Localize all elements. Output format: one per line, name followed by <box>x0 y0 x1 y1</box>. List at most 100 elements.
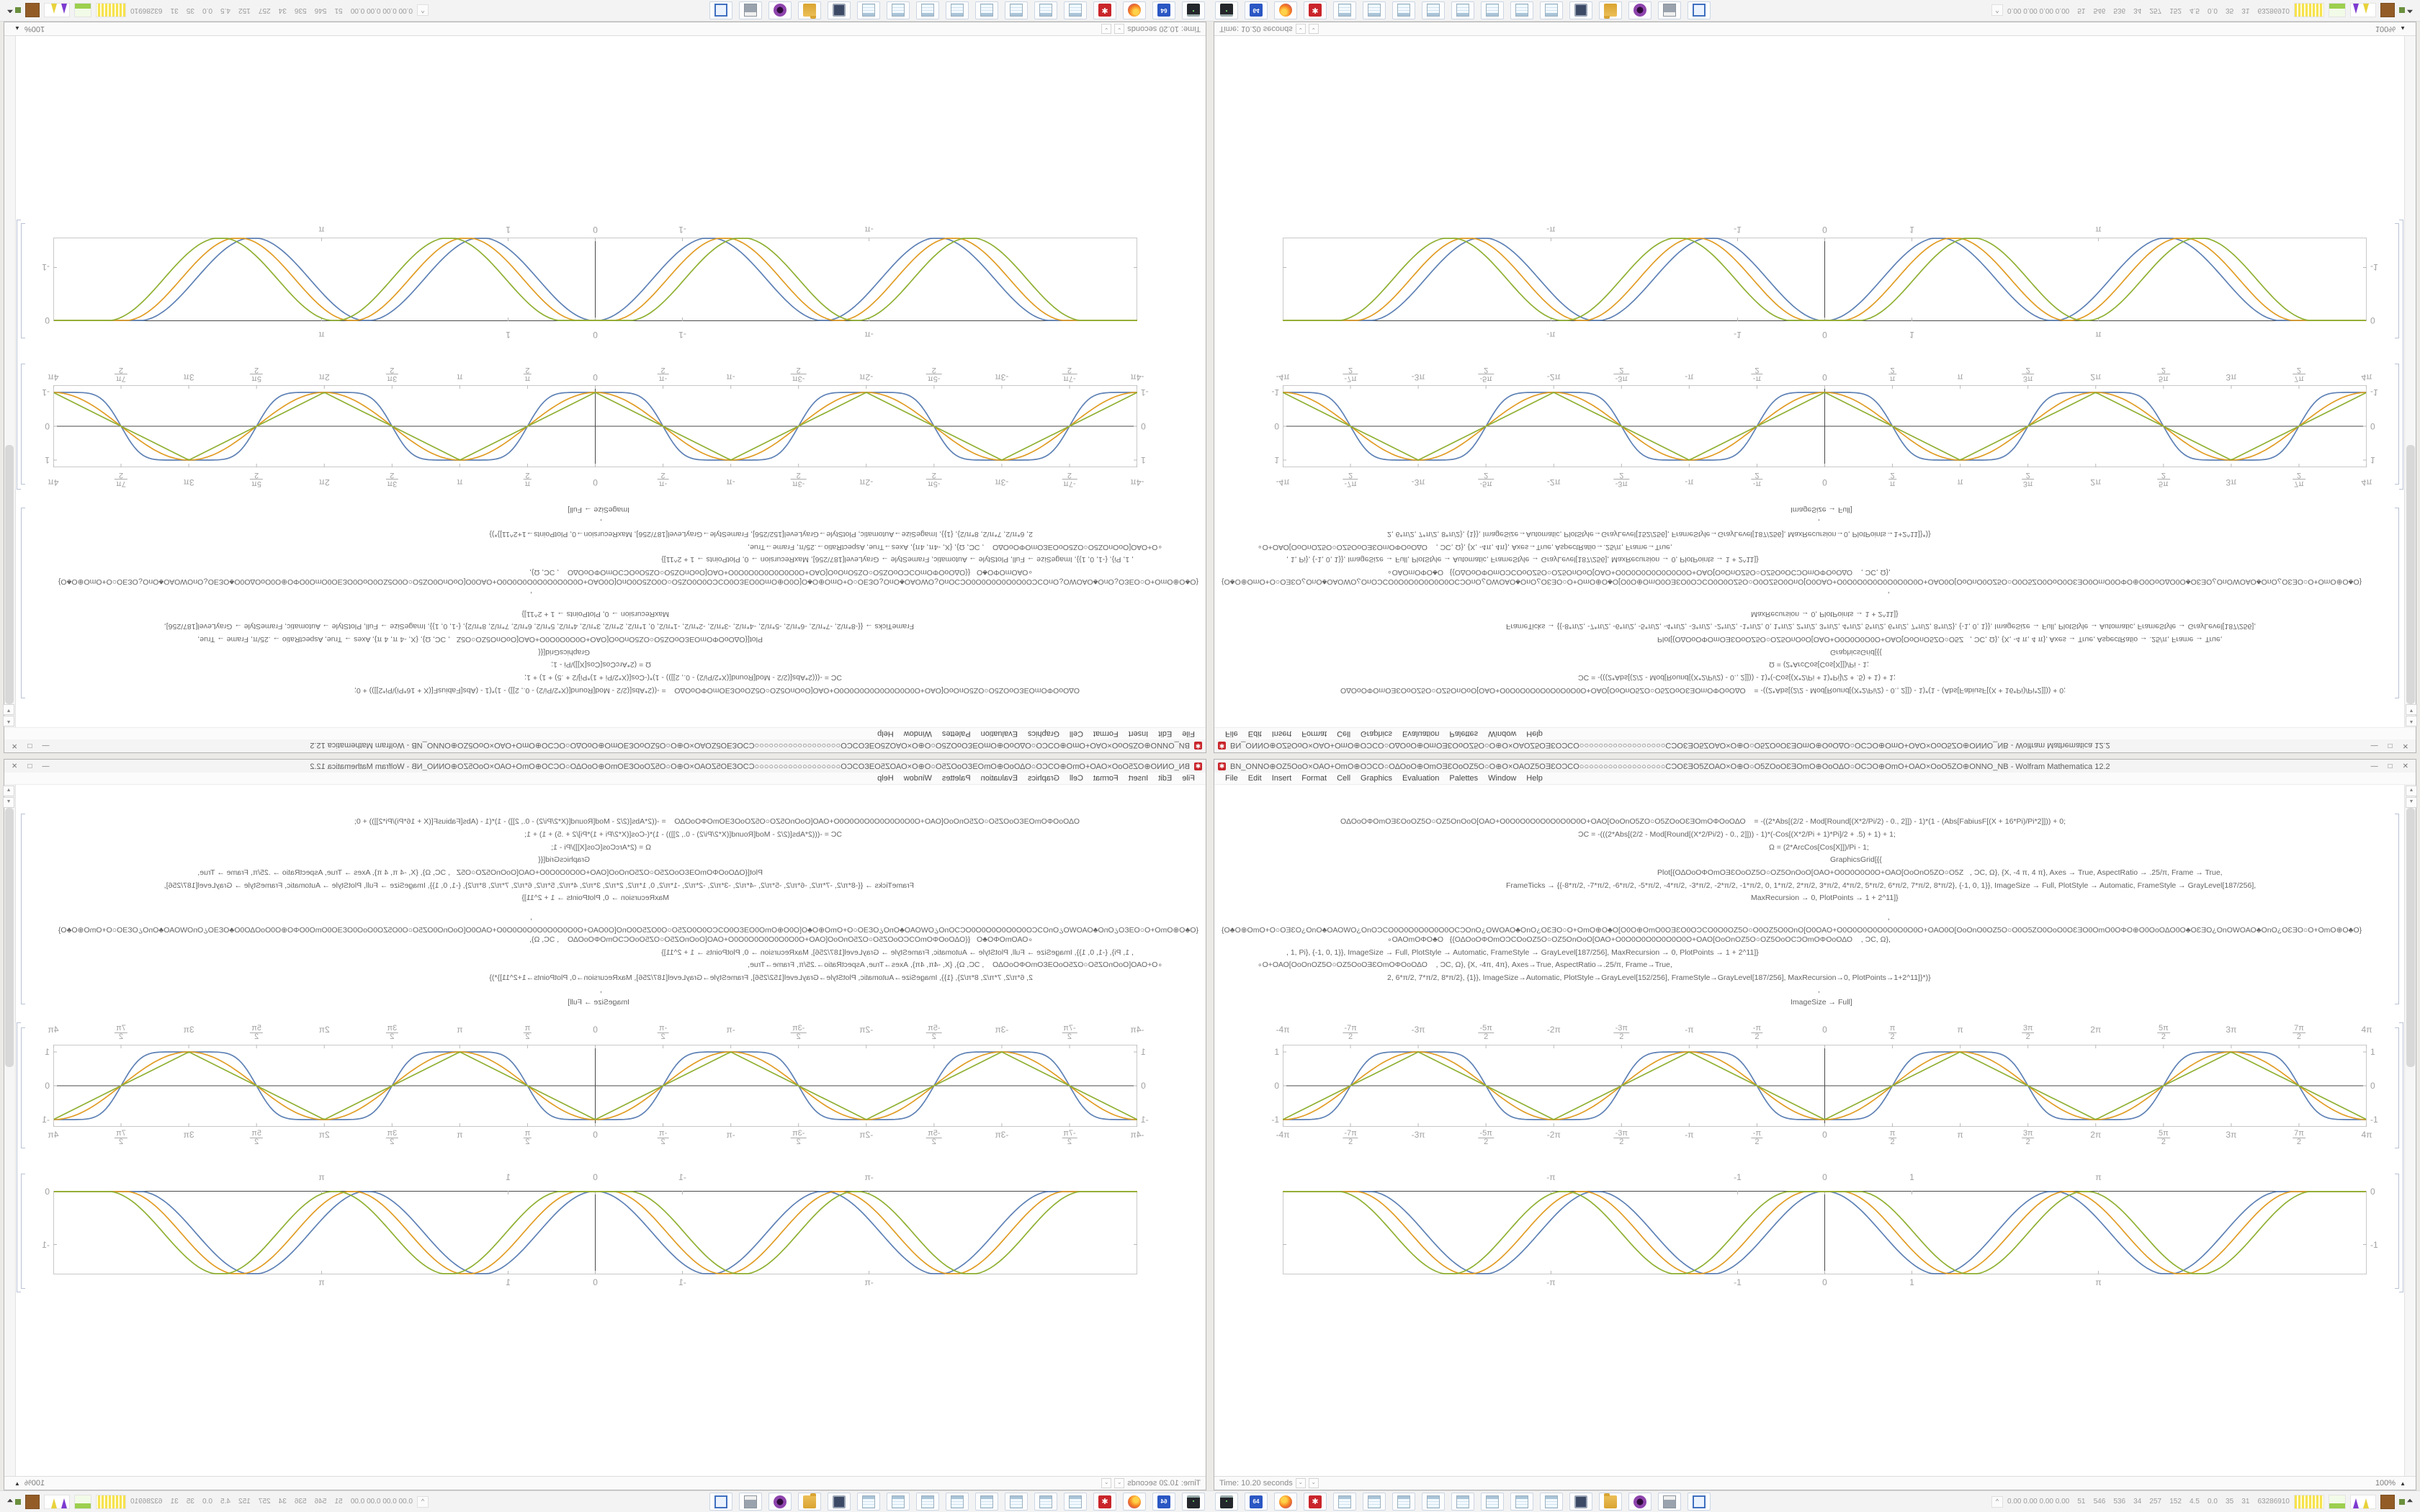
code-line[interactable]: , <box>600 518 602 526</box>
taskbar-button-folder[interactable] <box>798 1 821 19</box>
menu-cell[interactable]: Cell <box>1337 729 1351 738</box>
taskbar-button-notepad[interactable] <box>916 1 939 19</box>
sparkline-cpu-icon[interactable] <box>44 3 70 18</box>
maximize-button[interactable]: □ <box>2388 742 2393 750</box>
taskbar-button-firefox[interactable] <box>1274 1493 1297 1511</box>
scroll-down-icon[interactable]: ▼ <box>3 797 14 808</box>
title-bar[interactable]: ✱ ΒΝ_ΟΝΝΟ⊕ΟΖ5ΟοΟ×ΟΑΟ+ΟmΟ⊕ΟƆCΟ○ΟΔΟοΟ⊕ΟmΟƎ… <box>1214 760 2416 773</box>
taskbar-button-blue-window[interactable] <box>709 1 732 19</box>
status-chevron-icon[interactable]: ⌄ <box>1101 1478 1112 1488</box>
taskbar-button-notepad[interactable] <box>1392 1493 1415 1511</box>
taskbar-button-notepad[interactable] <box>1422 1493 1445 1511</box>
vertical-scrollbar[interactable]: ▲ ▼ <box>2404 34 2417 727</box>
code-line[interactable]: {Ο♣Ο⊕ΟmΟ+Ο○ΟƎƐΟ¿ΟnΟ♣ΟΑΟWΟ¿ΟnΟƆCΟ0Ο0Ο0Ο0Ο… <box>58 926 1198 935</box>
maximize-button[interactable]: □ <box>27 742 32 750</box>
menu-graphics[interactable]: Graphics <box>1027 729 1059 738</box>
code-line[interactable]: ƆC = -(((2*Abs[(2/2 - Mod[Round[(X*2/Pi/… <box>524 673 842 682</box>
sparkline-memory-icon[interactable] <box>74 1494 91 1509</box>
taskbar-button-notepad[interactable] <box>1363 1 1386 19</box>
code-line[interactable]: , 1, Pi}, {-1, 0, 1}}, ImageSize → Full,… <box>661 948 1134 957</box>
code-line[interactable]: , <box>1888 913 1890 922</box>
code-line[interactable]: {Ο♣Ο⊕ΟmΟ+Ο○ΟƎƐΟ¿ΟnΟ♣ΟΑΟWΟ¿ΟnΟƆCΟ0Ο0Ο0Ο0Ο… <box>58 577 1198 586</box>
menu-window[interactable]: Window <box>903 774 932 783</box>
scrollbar-thumb[interactable] <box>5 445 14 704</box>
sparkline-network-icon[interactable] <box>2294 1494 2324 1509</box>
code-line[interactable]: , 1, Pi}, {-1, 0, 1}}, ImageSize → Full,… <box>1286 948 1759 957</box>
magnification-popup-icon[interactable]: ▲ <box>14 25 20 32</box>
taskbar-button-monitor[interactable] <box>1569 1493 1592 1511</box>
code-line[interactable]: GraphicsGrid[{{ <box>538 648 590 657</box>
taskbar-button-notepad[interactable] <box>1510 1 1533 19</box>
scroll-down-icon[interactable]: ▼ <box>3 704 14 715</box>
cell-bracket-input[interactable] <box>21 814 32 1004</box>
scroll-up-icon[interactable]: ▲ <box>3 716 14 726</box>
menu-insert[interactable]: Insert <box>1128 774 1149 783</box>
code-line[interactable]: , <box>1888 590 1890 599</box>
menu-edit[interactable]: Edit <box>1247 729 1262 738</box>
code-line[interactable]: Ω = (2*ArcCos[Cos[X]])/Pi - 1; <box>551 843 651 852</box>
code-line[interactable]: , 1, Pi}, {-1, 0, 1}}, ImageSize → Full,… <box>1286 555 1759 564</box>
status-chevron-icon[interactable]: ⌄ <box>1101 24 1112 34</box>
code-line[interactable]: GraphicsGrid[{{ <box>538 855 590 864</box>
taskbar-button-monitor[interactable] <box>828 1493 851 1511</box>
taskbar-button-purple-app[interactable] <box>768 1 792 19</box>
status-chevron-icon[interactable]: ⌄ <box>1308 24 1319 34</box>
taskbar-button-cartridge[interactable]: ▪ <box>1182 1 1205 19</box>
code-line[interactable]: FrameTicks → {{-8*π/2, -7*π/2, -6*π/2, -… <box>163 622 914 631</box>
taskbar-button-notepad[interactable] <box>857 1493 880 1511</box>
code-line[interactable]: ImageSize → Full] <box>568 998 629 1007</box>
taskbar-button-notepad[interactable] <box>975 1 998 19</box>
code-line[interactable]: ∘ΟΑΟmΟΦΟ♣Ο {{ΟΔΟοΟΦΟmΟƆCΟοΟΖ5Ο○ΟΖ5ΟnΟοΟ[… <box>529 935 1033 944</box>
magnification-value[interactable]: 100% <box>24 24 45 33</box>
menu-insert[interactable]: Insert <box>1271 774 1292 783</box>
code-line[interactable]: ΟΔΟοΟΦΟmΟƎƐΟοΟΖ5Ο○ΟΖ5ΟnΟοΟ[ΟΑΟ+Ο0Ο0Ο0Ο0Ο… <box>1340 817 2066 826</box>
scroll-up-icon[interactable]: ▲ <box>2406 716 2417 726</box>
menu-graphics[interactable]: Graphics <box>1361 774 1393 783</box>
code-line[interactable]: FrameTicks → {{-8*π/2, -7*π/2, -6*π/2, -… <box>1506 881 2257 890</box>
menu-help[interactable]: Help <box>877 774 894 783</box>
taskbar-button-notepad[interactable] <box>975 1493 998 1511</box>
notebook-content[interactable]: ΟΔΟοΟΦΟmΟƎƐΟοΟΖ5Ο○ΟΖ5ΟnΟοΟ[ΟΑΟ+Ο0Ο0Ο0Ο0Ο… <box>1214 785 2406 1478</box>
cell-bracket-output-2[interactable] <box>2388 1174 2399 1289</box>
menu-cell[interactable]: Cell <box>1337 774 1351 783</box>
menu-palettes[interactable]: Palettes <box>941 774 971 783</box>
code-line[interactable]: , <box>1818 518 1820 526</box>
menu-format[interactable]: Format <box>1301 729 1327 738</box>
menu-evaluation[interactable]: Evaluation <box>980 729 1018 738</box>
code-line[interactable]: ΟΔΟοΟΦΟmΟƎƐΟοΟΖ5Ο○ΟΖ5ΟnΟοΟ[ΟΑΟ+Ο0Ο0Ο0Ο0Ο… <box>1340 686 2066 695</box>
taskbar-button-notepad[interactable] <box>1005 1 1028 19</box>
code-line[interactable]: ∘Ο+ΟΑΟ[ΟοΟnΟΖ5Ο○ΟΖ5ΟοΟƎƐΟmΟΦΟοΟΔΟ , ƆC, … <box>748 543 1162 552</box>
menu-file[interactable]: File <box>1225 774 1238 783</box>
taskbar-button-purple-app[interactable] <box>1628 1493 1652 1511</box>
maximize-button[interactable]: □ <box>2388 762 2393 770</box>
taskbar-button-cartridge[interactable]: ▪ <box>1215 1 1238 19</box>
taskbar-button-red-gear[interactable]: ✱ <box>1304 1493 1327 1511</box>
scroll-up-icon[interactable]: ▲ <box>2406 786 2417 796</box>
taskbar-button-notepad[interactable] <box>1333 1 1356 19</box>
sparkline-cpu-icon[interactable] <box>2350 3 2376 18</box>
code-line[interactable]: GraphicsGrid[{{ <box>1830 648 1882 657</box>
magnification-popup-icon[interactable]: ▲ <box>2400 25 2406 32</box>
taskbar-button-floppy-64[interactable]: 64 <box>1152 1 1175 19</box>
code-line[interactable]: Ω = (2*ArcCos[Cos[X]])/Pi - 1; <box>1769 843 1869 852</box>
menu-palettes[interactable]: Palettes <box>1449 729 1479 738</box>
taskbar-button-notepad[interactable] <box>887 1493 910 1511</box>
sparkline-memory-icon[interactable] <box>2329 1494 2346 1509</box>
taskbar-button-notepad[interactable] <box>1034 1 1057 19</box>
menu-edit[interactable]: Edit <box>1158 729 1173 738</box>
taskbar-button-red-gear[interactable]: ✱ <box>1093 1 1116 19</box>
code-line[interactable]: FrameTicks → {{-8*π/2, -7*π/2, -6*π/2, -… <box>1506 622 2257 631</box>
code-line[interactable]: GraphicsGrid[{{ <box>1830 855 1882 864</box>
menu-graphics[interactable]: Graphics <box>1361 729 1393 738</box>
taskbar-button-notepad[interactable] <box>1481 1 1504 19</box>
code-line[interactable]: ƆC = -(((2*Abs[(2/2 - Mod[Round[(X*2/Pi/… <box>1578 673 1896 682</box>
sparkline-disk-icon[interactable] <box>2380 3 2395 18</box>
tray-expand-icon[interactable]: ^ <box>416 1495 429 1508</box>
sparkline-network-icon[interactable] <box>2294 3 2324 18</box>
status-chevron-icon[interactable]: ⌄ <box>1114 1478 1125 1488</box>
taskbar-button-notepad[interactable] <box>1064 1493 1087 1511</box>
menu-edit[interactable]: Edit <box>1247 774 1262 783</box>
cell-bracket-output-group[interactable] <box>2393 1022 2403 1292</box>
code-line[interactable]: ∘Ο+ΟΑΟ[ΟοΟnΟΖ5Ο○ΟΖ5ΟοΟƎƐΟmΟΦΟοΟΔΟ , ƆC, … <box>748 960 1162 969</box>
code-line[interactable]: ∘ΟΑΟmΟΦΟ♣Ο {{ΟΔΟοΟΦΟmΟƆCΟοΟΖ5Ο○ΟΖ5ΟnΟοΟ[… <box>529 568 1033 577</box>
